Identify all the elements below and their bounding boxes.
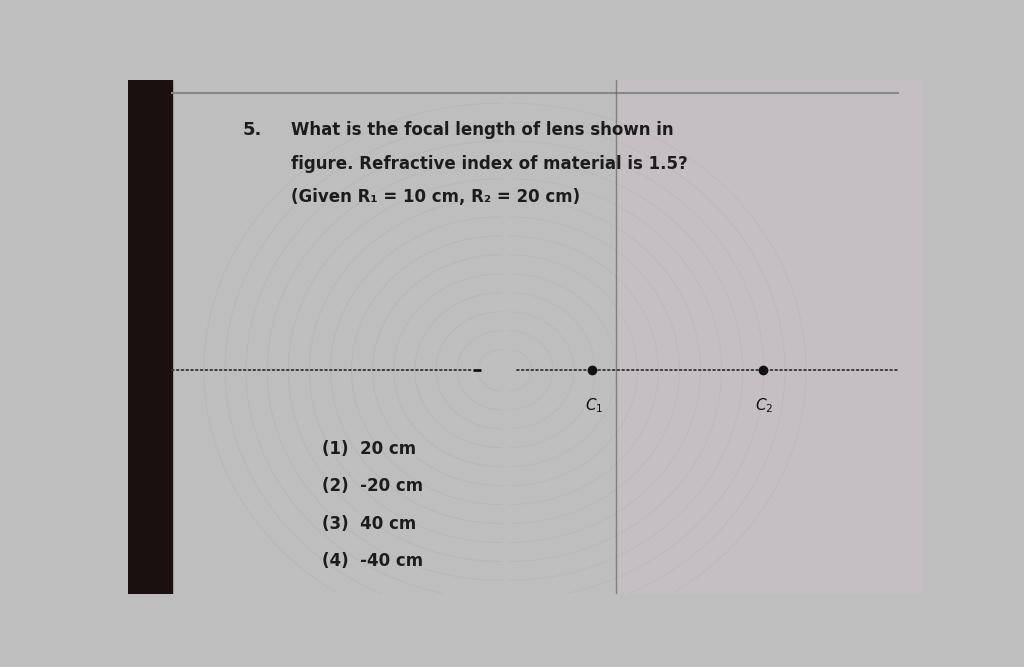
Text: $C_2$: $C_2$ (756, 396, 773, 415)
Text: (Given R₁ = 10 cm, R₂ = 20 cm): (Given R₁ = 10 cm, R₂ = 20 cm) (291, 188, 580, 206)
Text: (4)  -40 cm: (4) -40 cm (323, 552, 424, 570)
Text: figure. Refractive index of material is 1.5?: figure. Refractive index of material is … (291, 155, 687, 173)
Text: 5.: 5. (243, 121, 262, 139)
Text: (3)  40 cm: (3) 40 cm (323, 514, 417, 532)
Bar (128, 80, 172, 594)
Text: (2)  -20 cm: (2) -20 cm (323, 477, 424, 495)
Text: What is the focal length of lens shown in: What is the focal length of lens shown i… (291, 121, 674, 139)
Text: (1)  20 cm: (1) 20 cm (323, 440, 417, 458)
Text: $C_1$: $C_1$ (585, 396, 603, 415)
Bar (616, 80, 922, 594)
